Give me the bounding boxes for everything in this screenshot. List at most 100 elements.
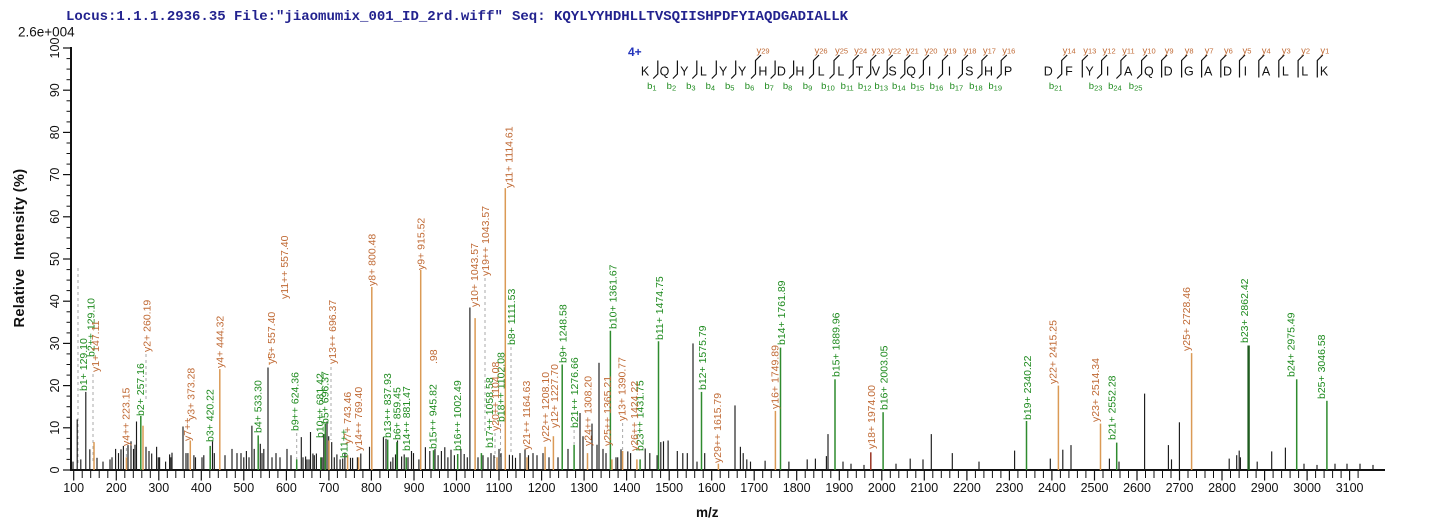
- svg-text:b9+ 1248.58: b9+ 1248.58: [558, 304, 570, 363]
- svg-text:y2+ 260.19: y2+ 260.19: [142, 300, 154, 352]
- svg-text:1200: 1200: [528, 481, 556, 495]
- svg-text:b11++: b11++: [339, 429, 351, 458]
- svg-text:b17++ 1058.58: b17++ 1058.58: [484, 377, 496, 448]
- svg-text:3000: 3000: [1293, 481, 1321, 495]
- svg-text:b3: b3: [686, 81, 695, 93]
- svg-text:b23++ 1431.75: b23++ 1431.75: [635, 380, 647, 451]
- svg-text:1500: 1500: [655, 481, 683, 495]
- svg-text:b6: b6: [745, 81, 754, 93]
- svg-text:b13++ 837.93: b13++ 837.93: [382, 373, 394, 438]
- svg-text:y1+ 147.11: y1+ 147.11: [90, 320, 102, 372]
- svg-text:2400: 2400: [1038, 481, 1066, 495]
- svg-text:b16++ 1002.49: b16++ 1002.49: [452, 380, 464, 451]
- svg-text:50: 50: [48, 252, 62, 266]
- svg-text:b7: b7: [764, 81, 773, 93]
- svg-text:b21++ 1276.66: b21++ 1276.66: [569, 357, 581, 428]
- svg-text:b2: b2: [667, 81, 676, 93]
- svg-text:y9+ 915.52: y9+ 915.52: [415, 218, 427, 270]
- svg-text:b2+ 257.16: b2+ 257.16: [135, 363, 147, 416]
- svg-text:b25: b25: [1129, 81, 1143, 93]
- svg-text:1100: 1100: [486, 481, 513, 495]
- svg-text:b9: b9: [803, 81, 812, 93]
- svg-text:y14++ 769.40: y14++ 769.40: [353, 387, 365, 451]
- svg-text:1700: 1700: [740, 481, 768, 495]
- svg-text:Seq: KQYLYYHDHLLTVSQIISHPDFYIA: Seq: KQYLYYHDHLLTVSQIISHPDFYIAQDGADIALLK: [512, 9, 849, 25]
- svg-text:2300: 2300: [995, 481, 1023, 495]
- svg-text:D: D: [777, 65, 786, 79]
- svg-text:b15+ 1889.96: b15+ 1889.96: [830, 312, 842, 377]
- svg-text:b10+ 1361.67: b10+ 1361.67: [608, 264, 620, 329]
- svg-text:I: I: [948, 65, 951, 79]
- svg-text:y25+ 2728.46: y25+ 2728.46: [1181, 287, 1193, 351]
- svg-text:b23+ 2862.42: b23+ 2862.42: [1239, 278, 1251, 343]
- svg-text:b14+ 1761.89: b14+ 1761.89: [776, 280, 788, 345]
- svg-text:D: D: [1223, 65, 1232, 79]
- svg-text:y16+ 1749.89: y16+ 1749.89: [770, 345, 782, 409]
- svg-text:y4+ 444.32: y4+ 444.32: [214, 316, 226, 368]
- svg-text:900: 900: [404, 481, 425, 495]
- svg-text:b12: b12: [858, 81, 872, 93]
- svg-text:100: 100: [48, 38, 62, 59]
- svg-text:G: G: [1184, 65, 1194, 79]
- svg-text:y7+ 743.46: y7+ 743.46: [342, 392, 354, 444]
- svg-text:b17: b17: [950, 81, 964, 93]
- svg-text:y23+ 2514.34: y23+ 2514.34: [1090, 358, 1102, 422]
- svg-text:S: S: [888, 65, 896, 79]
- svg-text:y19++ 1043.57: y19++ 1043.57: [480, 206, 492, 276]
- svg-text:Q: Q: [1144, 65, 1154, 79]
- svg-text:y4: y4: [1262, 46, 1271, 57]
- svg-text:A: A: [1124, 65, 1133, 79]
- svg-text:y20++ 1104.08: y20++ 1104.08: [490, 362, 502, 431]
- svg-text:I: I: [1244, 65, 1247, 79]
- svg-text:400: 400: [191, 481, 212, 495]
- svg-text:2500: 2500: [1081, 481, 1109, 495]
- svg-text:b21: b21: [1049, 81, 1063, 93]
- svg-text:y21: y21: [906, 46, 919, 57]
- svg-text:30: 30: [48, 336, 62, 350]
- svg-text:y24: y24: [854, 46, 867, 57]
- svg-text:y8: y8: [1185, 46, 1194, 57]
- svg-text:b1: b1: [647, 81, 656, 93]
- svg-text:1400: 1400: [613, 481, 641, 495]
- svg-text:b2++ 129.10: b2++ 129.10: [86, 298, 98, 357]
- svg-text:600: 600: [276, 481, 297, 495]
- svg-text:y25++ 1365.21: y25++ 1365.21: [602, 376, 614, 446]
- svg-text:b10: b10: [821, 81, 835, 93]
- svg-text:b16+ 2003.05: b16+ 2003.05: [878, 345, 890, 410]
- svg-text:40: 40: [48, 294, 62, 308]
- svg-text:L: L: [1301, 65, 1308, 79]
- svg-text:y4++ 223.15: y4++ 223.15: [121, 387, 133, 446]
- svg-text:y26++ 1424.22: y26++ 1424.22: [629, 381, 641, 451]
- svg-text:10: 10: [48, 421, 62, 435]
- svg-text:b8+ 1111.53: b8+ 1111.53: [506, 288, 518, 345]
- svg-text:y13+ 1390.77: y13+ 1390.77: [617, 357, 629, 421]
- svg-text:L: L: [837, 65, 844, 79]
- svg-text:1600: 1600: [698, 481, 726, 495]
- svg-text:K: K: [1320, 65, 1329, 79]
- svg-text:I: I: [1106, 65, 1109, 79]
- svg-text:y10: y10: [1143, 46, 1156, 57]
- svg-text:y8+ 800.48: y8+ 800.48: [367, 234, 379, 286]
- svg-text:y25: y25: [835, 46, 848, 57]
- svg-text:P: P: [1004, 65, 1012, 79]
- svg-text:Relative Intensity (%): Relative Intensity (%): [12, 168, 28, 327]
- svg-text:2900: 2900: [1251, 481, 1279, 495]
- svg-text:b24+ 2975.49: b24+ 2975.49: [1285, 312, 1297, 377]
- svg-text:y13++ 696.37: y13++ 696.37: [327, 300, 339, 364]
- svg-text:b9++ 624.36: b9++ 624.36: [290, 372, 302, 431]
- svg-text:y22+ 2415.25: y22+ 2415.25: [1047, 320, 1059, 384]
- svg-text:b8: b8: [783, 81, 792, 93]
- svg-text:2800: 2800: [1208, 481, 1236, 495]
- svg-text:T: T: [856, 65, 864, 79]
- svg-text:y11: y11: [1122, 46, 1135, 57]
- svg-text:2.6e+004: 2.6e+004: [18, 25, 75, 40]
- svg-text:y5: y5: [1243, 46, 1252, 57]
- svg-text:80: 80: [48, 125, 62, 139]
- svg-text:2100: 2100: [910, 481, 938, 495]
- svg-text:y23: y23: [872, 46, 885, 57]
- svg-text:2600: 2600: [1123, 481, 1151, 495]
- svg-text:y21++ 1164.63: y21++ 1164.63: [521, 381, 533, 450]
- svg-text:Q: Q: [660, 65, 670, 79]
- svg-text:H: H: [984, 65, 993, 79]
- svg-text:y1: y1: [1320, 46, 1329, 57]
